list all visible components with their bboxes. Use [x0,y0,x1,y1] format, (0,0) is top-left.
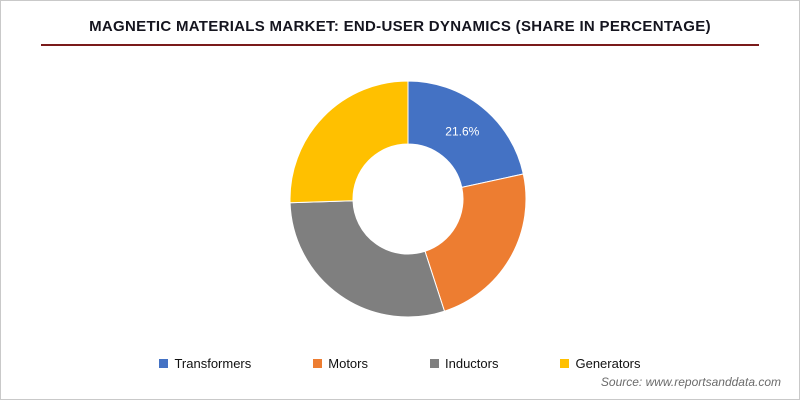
title-divider [41,44,759,46]
donut-segment-generators [289,79,409,203]
donut-segment-motors [424,172,527,312]
legend-label-inductors: Inductors [445,356,499,371]
legend-label-generators: Generators [575,356,641,371]
legend-item-generators: Generators [560,356,641,371]
legend-item-inductors: Inductors [430,356,498,371]
plot-area: 21.6% [1,46,799,356]
legend-label-transformers: Transformers [174,356,252,371]
source-attribution: Source: www.reportsanddata.com [600,375,781,389]
legend-label-motors: Motors [328,356,368,371]
legend-swatch-inductors [430,359,439,368]
donut-segment-transformers [407,79,524,188]
legend-item-transformers: Transformers [159,356,251,371]
chart-title: MAGNETIC MATERIALS MARKET: END-USER DYNA… [89,18,711,35]
donut-wrap: 21.6% [282,73,534,330]
chart-legend: Transformers Motors Inductors Generators [1,356,799,371]
legend-swatch-transformers [159,359,169,368]
legend-swatch-generators [560,359,570,368]
legend-swatch-motors [313,359,323,368]
donut-segment-inductors [289,199,446,317]
legend-item-motors: Motors [313,356,368,371]
donut-chart: 21.6% [289,79,527,317]
segment-data-label: 21.6% [445,124,479,138]
